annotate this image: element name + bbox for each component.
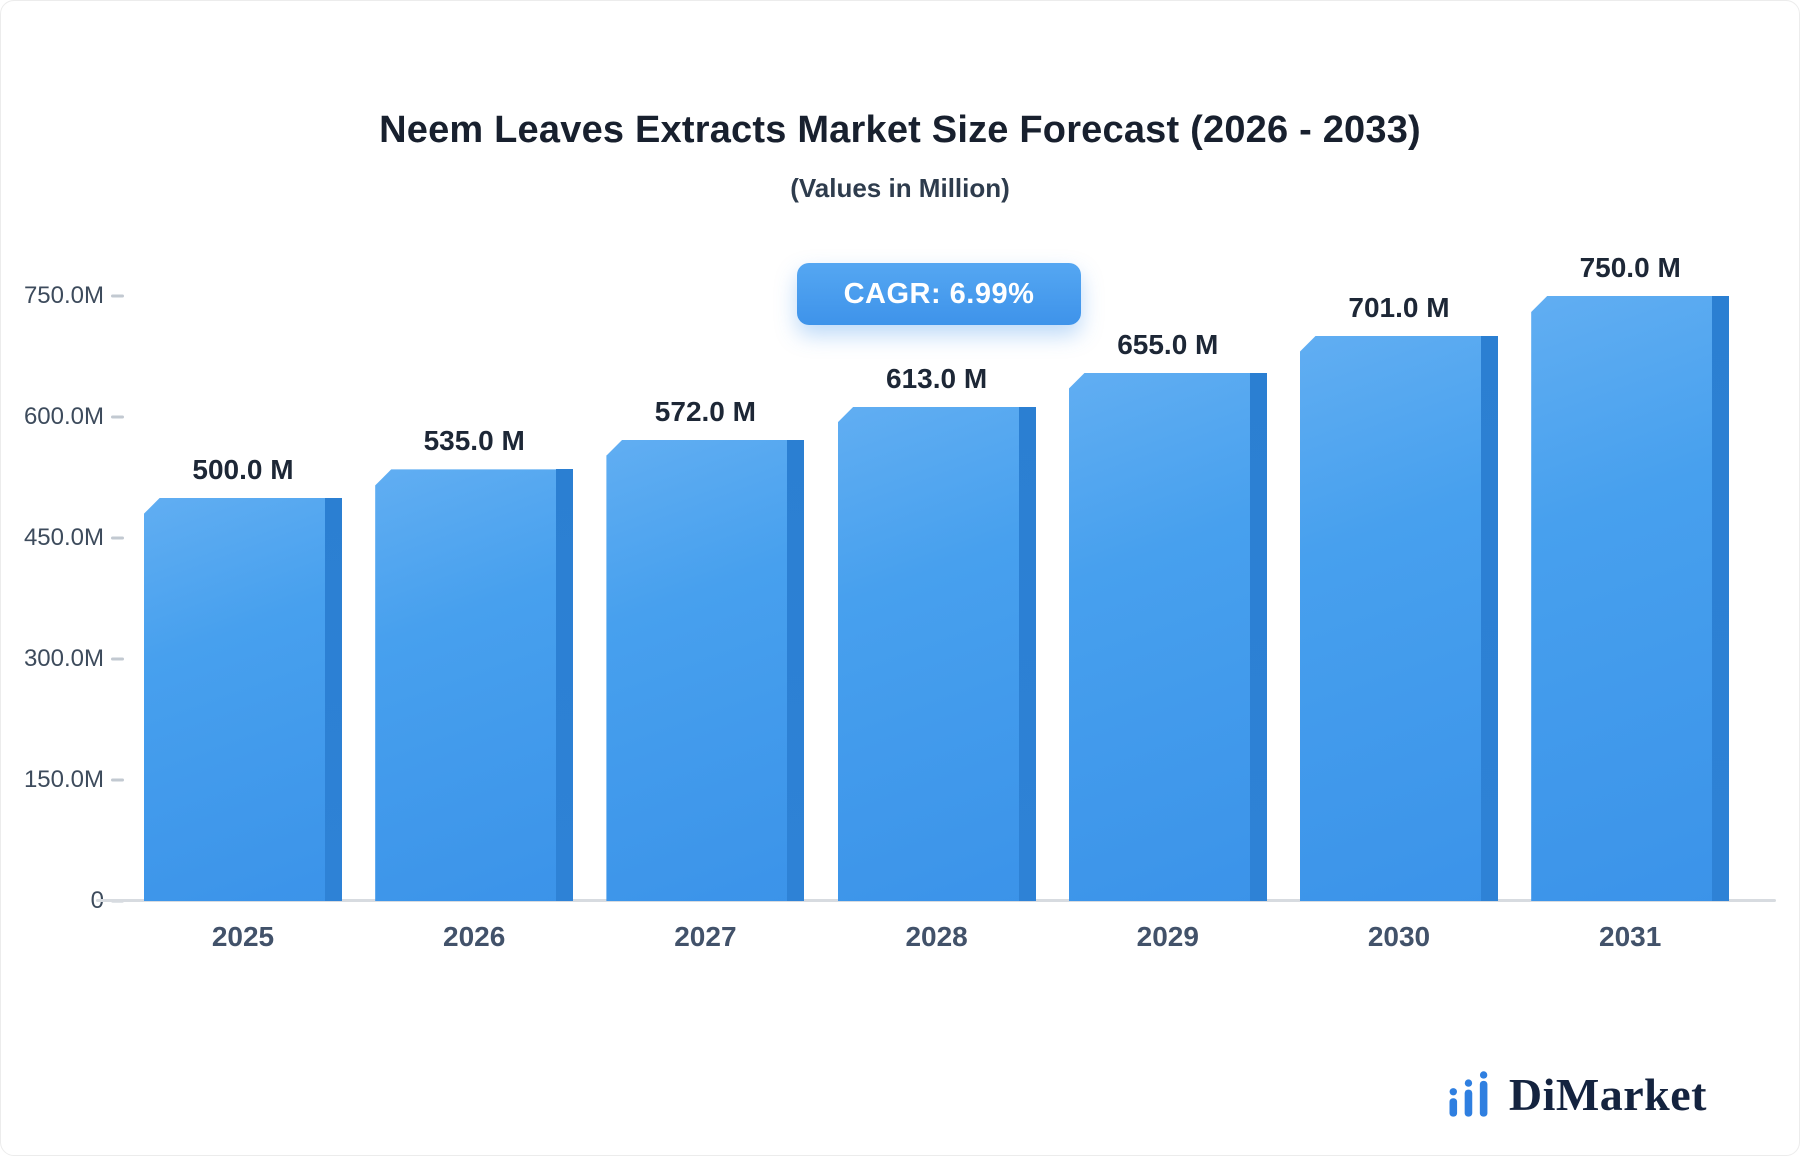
cagr-badge-label: CAGR: 6.99% [843,277,1035,310]
chart-subtitle: (Values in Million) [790,173,1010,203]
y-tick-label: 600.0M [23,403,104,430]
y-tick-label: 150.0M [23,766,104,793]
bar-face [837,406,1036,901]
y-tick-mark [111,657,124,661]
bar-2028[interactable] [837,406,1036,901]
bar-value-label: 500.0 M [192,453,294,485]
y-tick-mark [111,778,124,782]
x-axis-label-2028: 2028 [905,921,968,952]
bar-2026[interactable] [375,469,574,901]
bar-face [1300,335,1498,901]
bar-face [606,439,805,901]
bar-side-shade [787,439,805,901]
bar-side-shade [556,469,574,901]
x-axis-label-2026: 2026 [443,921,506,952]
x-axis-label-2025: 2025 [211,921,275,952]
y-tick-mark [111,536,124,540]
bar-side-shade [1018,406,1036,901]
bar-face [1531,296,1730,901]
bar-value-label: 655.0 M [1117,328,1219,360]
chart-title: Neem Leaves Extracts Market Size Forecas… [379,109,1421,151]
y-tick-mark [111,415,124,419]
bar-value-label: 613.0 M [886,362,988,394]
bar-value-label: 535.0 M [423,425,525,457]
brand-logo: DiMarket [1443,1068,1707,1121]
bar-face [1068,372,1267,901]
brand-logo-text: DiMarket [1508,1069,1707,1120]
bar-2025[interactable] [144,497,342,901]
y-tick-mark [111,294,124,298]
bar-2029[interactable] [1068,372,1267,901]
x-axis-label-2031: 2031 [1599,921,1662,952]
y-tick-label: 300.0M [23,645,104,672]
bar-value-label: 572.0 M [654,395,756,427]
bar-chart-logo-icon [1449,1070,1488,1117]
bar-2027[interactable] [606,439,805,901]
bar-2031[interactable] [1531,296,1730,901]
y-tick-label: 750.0M [23,282,104,309]
bar-face [144,497,342,901]
bar-side-shade [1712,296,1730,901]
bar-side-shade [1249,372,1267,901]
bar-face [375,469,574,901]
bar-side-shade [325,497,342,901]
x-axis-label-2029: 2029 [1136,921,1199,952]
cagr-badge: CAGR: 6.99% [797,263,1081,325]
bar-value-label: 750.0 M [1579,252,1681,283]
x-axis-label-2030: 2030 [1367,921,1431,952]
x-axis-label-2027: 2027 [674,921,737,952]
bar-side-shade [1481,335,1498,901]
bar-2030[interactable] [1300,335,1498,901]
y-tick-label: 450.0M [23,524,104,551]
y-tick-label: 0 [9,887,104,915]
bar-value-label: 701.0 M [1348,291,1450,323]
